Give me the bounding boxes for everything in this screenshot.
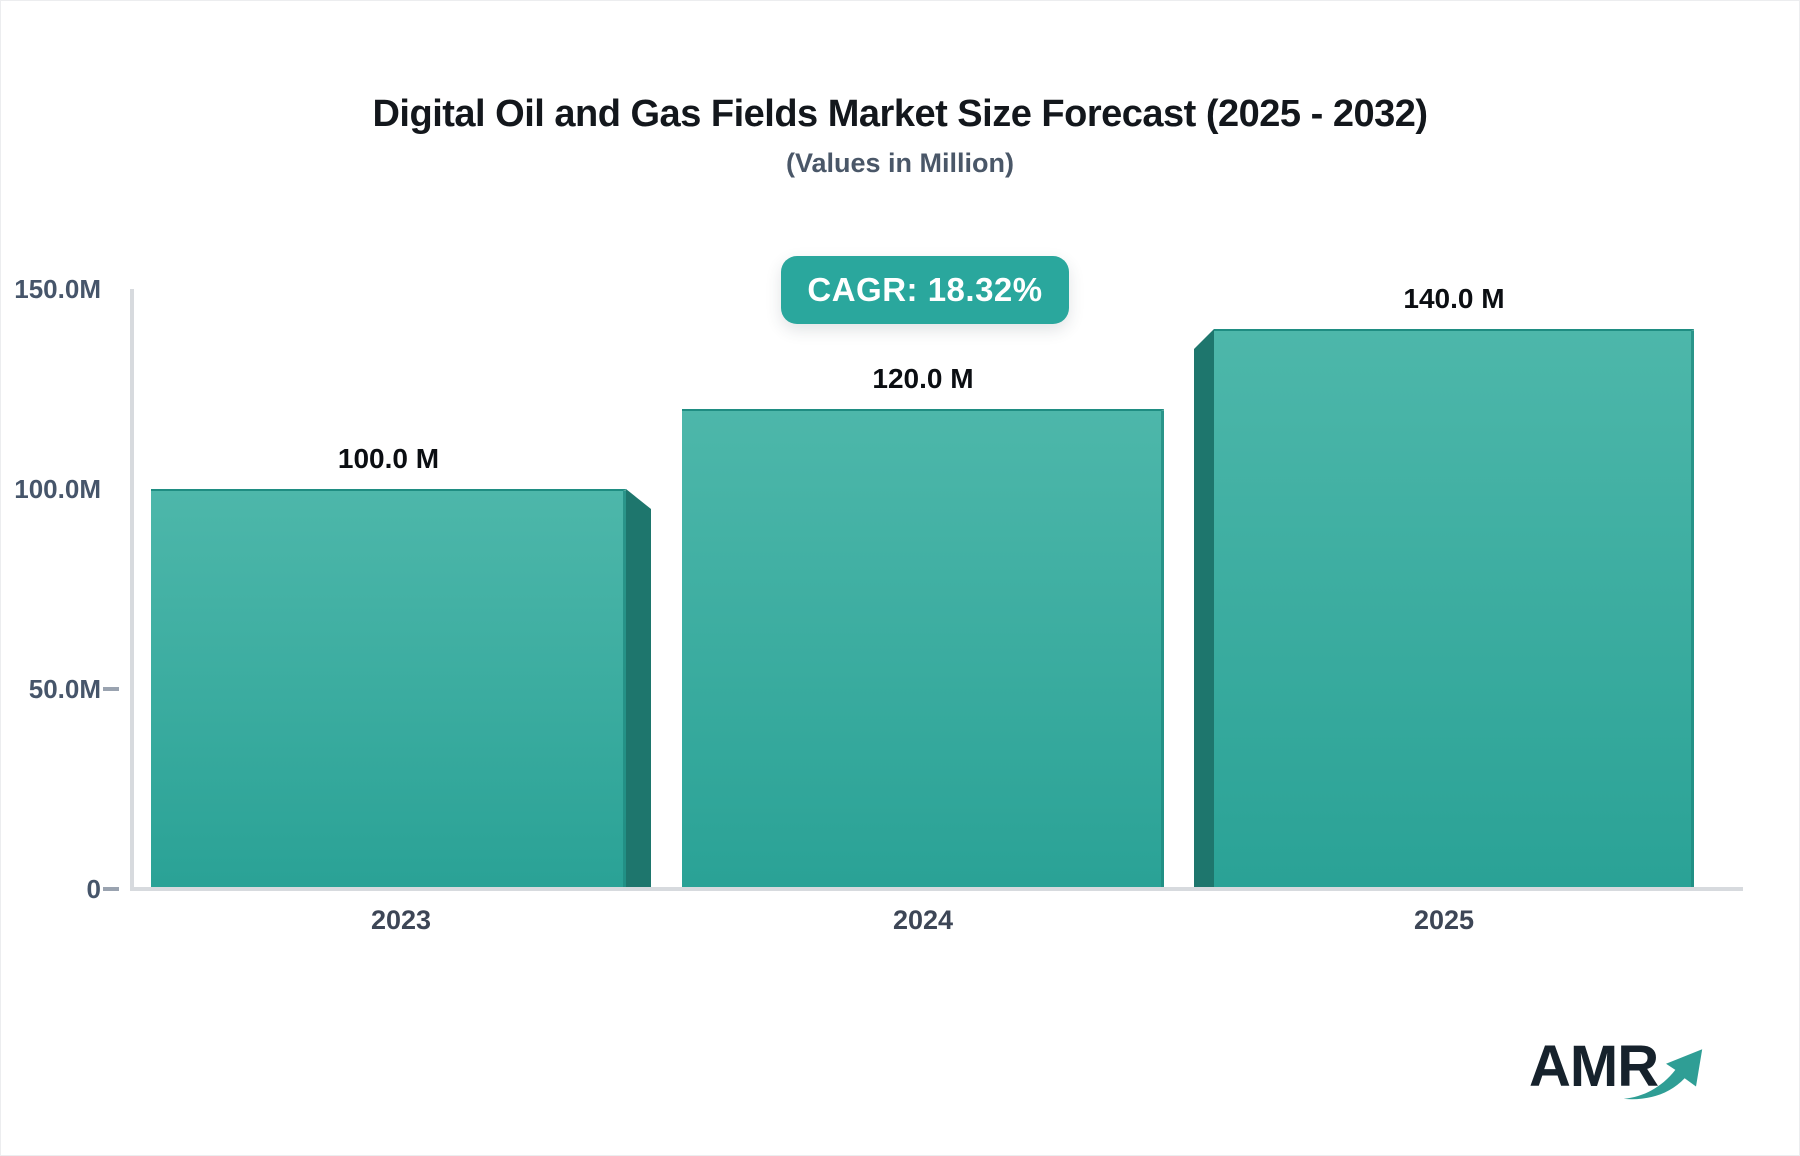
y-tick-label-50.0m: 50.0M (28, 674, 101, 704)
chart-title: Digital Oil and Gas Fields Market Size F… (372, 93, 1428, 135)
bar-2024[interactable] (682, 409, 1164, 887)
bar-value-label-2023: 100.0 M (337, 443, 440, 474)
y-tick-label-100.0m: 100.0M (14, 474, 101, 504)
x-tick-label-2025: 2025 (1413, 905, 1475, 935)
x-tick-label-2024: 2024 (892, 905, 954, 935)
y-tick-mark-50.0m (103, 687, 119, 691)
y-tick-mark-0 (103, 887, 119, 891)
x-axis-line (130, 887, 1743, 891)
bar-2025-side-face (1194, 329, 1214, 887)
amr-logo-text: AMR (1529, 1034, 1659, 1099)
y-tick-label-150.0m: 150.0M (14, 274, 101, 304)
amr-logo: AMR (1529, 1033, 1769, 1117)
bar-2025[interactable] (1214, 329, 1694, 887)
bar-2023[interactable] (151, 489, 626, 887)
y-axis-line (130, 289, 134, 891)
cagr-badge: CAGR: 18.32% (781, 256, 1069, 324)
y-tick-label-0: 0 (86, 874, 101, 904)
bar-value-label-2024: 120.0 M (872, 363, 974, 394)
cagr-badge-label: CAGR: 18.32% (807, 271, 1043, 308)
x-tick-label-2023: 2023 (370, 905, 432, 935)
bar-value-label-2025: 140.0 M (1403, 283, 1505, 314)
bar-2023-side-face (626, 489, 651, 887)
amr-logo-arrow-icon (1623, 1049, 1703, 1100)
chart-subtitle: (Values in Million) (785, 148, 1015, 178)
